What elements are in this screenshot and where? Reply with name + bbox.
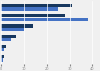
- Bar: [1, 35, 16, 38]
- Bar: [1, 4, 72, 7]
- Bar: [1, 55, 4, 58]
- Bar: [1, 48, 4, 51]
- Bar: [1, 58, 3, 62]
- Bar: [1, 24, 33, 28]
- Bar: [1, 38, 11, 41]
- Bar: [1, 45, 6, 48]
- Bar: [1, 7, 58, 11]
- Bar: [1, 14, 65, 17]
- Bar: [1, 28, 24, 31]
- Bar: [1, 18, 88, 21]
